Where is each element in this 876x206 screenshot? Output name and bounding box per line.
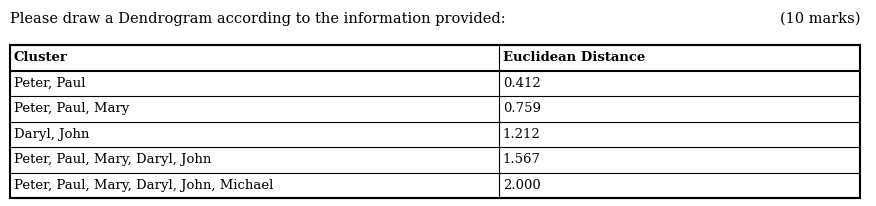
Text: (10 marks): (10 marks) bbox=[780, 12, 860, 26]
Text: Please draw a Dendrogram according to the information provided:: Please draw a Dendrogram according to th… bbox=[10, 12, 505, 26]
Text: Peter, Paul, Mary, Daryl, John, Michael: Peter, Paul, Mary, Daryl, John, Michael bbox=[14, 179, 273, 192]
Text: 0.412: 0.412 bbox=[503, 77, 540, 90]
Text: Peter, Paul, Mary, Daryl, John: Peter, Paul, Mary, Daryl, John bbox=[14, 153, 211, 166]
Text: Peter, Paul, Mary: Peter, Paul, Mary bbox=[14, 102, 130, 115]
Text: 0.759: 0.759 bbox=[503, 102, 540, 115]
Bar bbox=[10, 45, 860, 198]
Text: Cluster: Cluster bbox=[14, 51, 67, 64]
Text: 1.212: 1.212 bbox=[503, 128, 540, 141]
Text: 1.567: 1.567 bbox=[503, 153, 540, 166]
Text: Daryl, John: Daryl, John bbox=[14, 128, 89, 141]
Text: Euclidean Distance: Euclidean Distance bbox=[503, 51, 645, 64]
Text: 2.000: 2.000 bbox=[503, 179, 540, 192]
Text: Peter, Paul: Peter, Paul bbox=[14, 77, 86, 90]
